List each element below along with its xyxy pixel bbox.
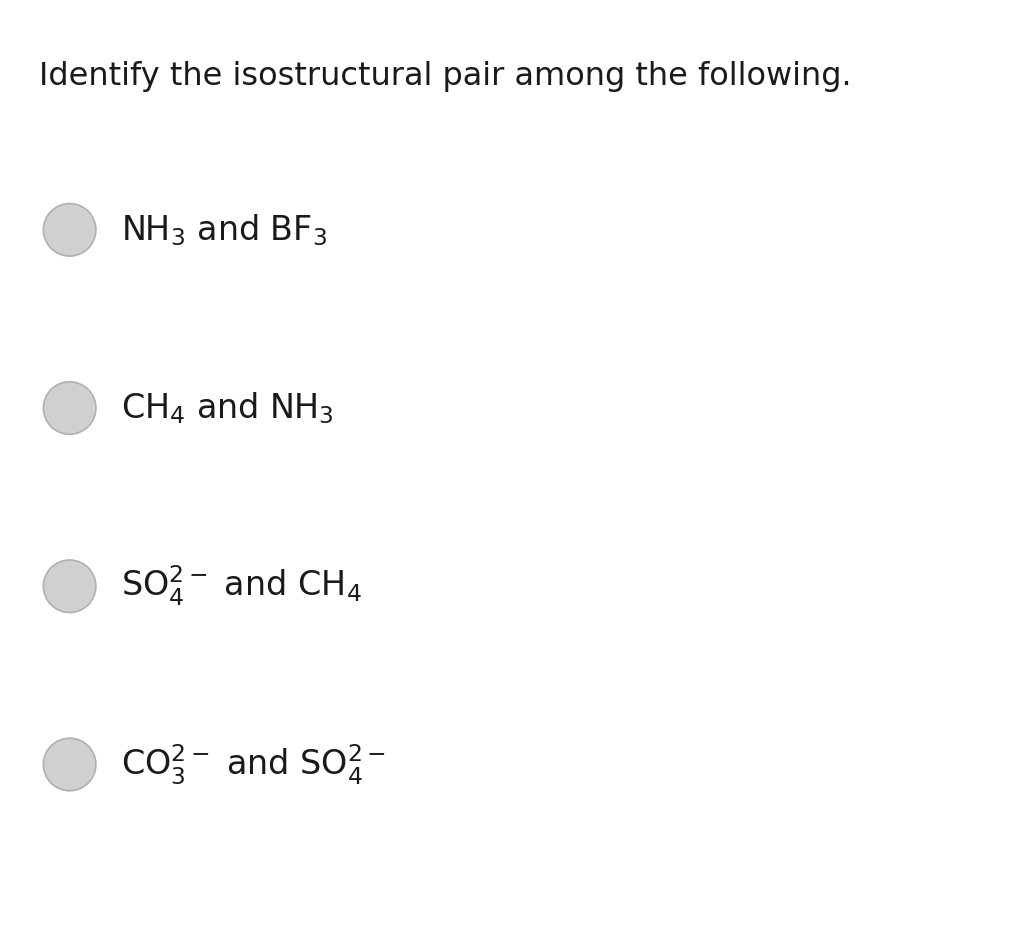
Ellipse shape — [43, 382, 96, 434]
Text: CO$_3^{2-}$ and SO$_4^{2-}$: CO$_3^{2-}$ and SO$_4^{2-}$ — [121, 742, 386, 787]
Text: SO$_4^{2-}$ and CH$_4$: SO$_4^{2-}$ and CH$_4$ — [121, 564, 361, 609]
Text: CH$_4$ and NH$_3$: CH$_4$ and NH$_3$ — [121, 390, 334, 426]
Text: NH$_3$ and BF$_3$: NH$_3$ and BF$_3$ — [121, 212, 327, 248]
Ellipse shape — [43, 560, 96, 613]
Ellipse shape — [43, 738, 96, 791]
Text: Identify the isostructural pair among the following.: Identify the isostructural pair among th… — [39, 61, 852, 92]
Ellipse shape — [43, 204, 96, 256]
